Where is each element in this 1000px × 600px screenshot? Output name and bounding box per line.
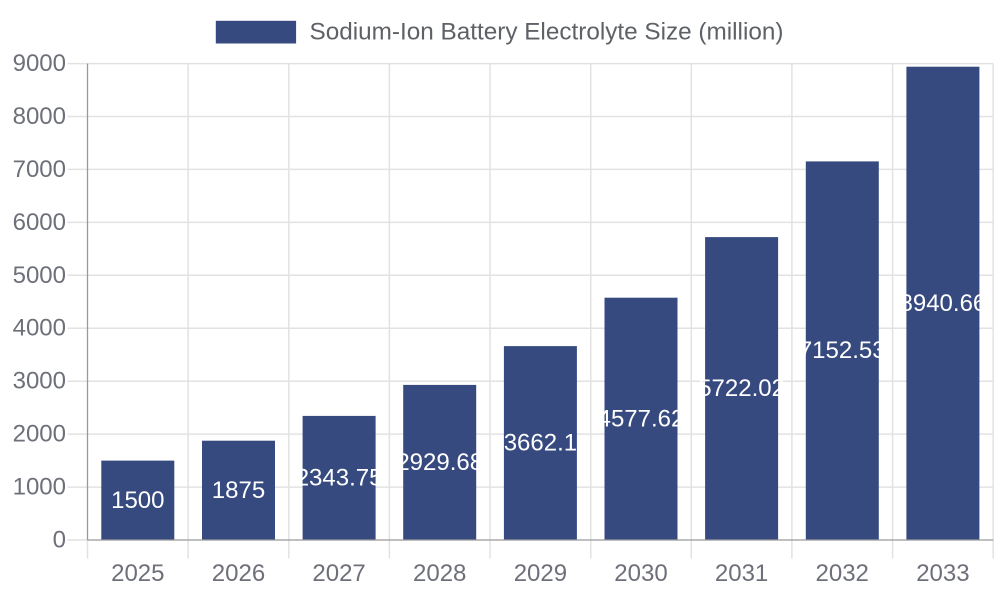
svg-text:2028: 2028 <box>413 560 466 587</box>
svg-text:Sodium-Ion Battery Electrolyte: Sodium-Ion Battery Electrolyte Size (mil… <box>310 18 784 45</box>
svg-text:3662.1: 3662.1 <box>504 430 577 457</box>
svg-text:9000: 9000 <box>13 50 66 77</box>
svg-text:2026: 2026 <box>212 560 265 587</box>
svg-text:4000: 4000 <box>13 315 66 342</box>
svg-text:8000: 8000 <box>13 103 66 130</box>
svg-text:2033: 2033 <box>916 560 969 587</box>
svg-text:2000: 2000 <box>13 421 66 448</box>
svg-text:1500: 1500 <box>111 487 164 514</box>
svg-text:7152.53: 7152.53 <box>799 337 886 364</box>
svg-text:2031: 2031 <box>715 560 768 587</box>
svg-text:0: 0 <box>53 527 66 554</box>
svg-text:3000: 3000 <box>13 368 66 395</box>
svg-text:2929.68: 2929.68 <box>396 449 483 476</box>
svg-text:2025: 2025 <box>111 560 164 587</box>
svg-text:1875: 1875 <box>212 477 265 504</box>
svg-text:2027: 2027 <box>312 560 365 587</box>
svg-text:2343.75: 2343.75 <box>296 465 383 492</box>
svg-text:6000: 6000 <box>13 209 66 236</box>
svg-text:5000: 5000 <box>13 262 66 289</box>
svg-text:5722.02: 5722.02 <box>698 375 785 402</box>
svg-text:1000: 1000 <box>13 474 66 501</box>
svg-text:8940.66: 8940.66 <box>900 290 987 317</box>
svg-text:7000: 7000 <box>13 156 66 183</box>
svg-text:2032: 2032 <box>816 560 869 587</box>
svg-text:2029: 2029 <box>514 560 567 587</box>
svg-text:4577.62: 4577.62 <box>598 405 685 432</box>
svg-text:2030: 2030 <box>614 560 667 587</box>
